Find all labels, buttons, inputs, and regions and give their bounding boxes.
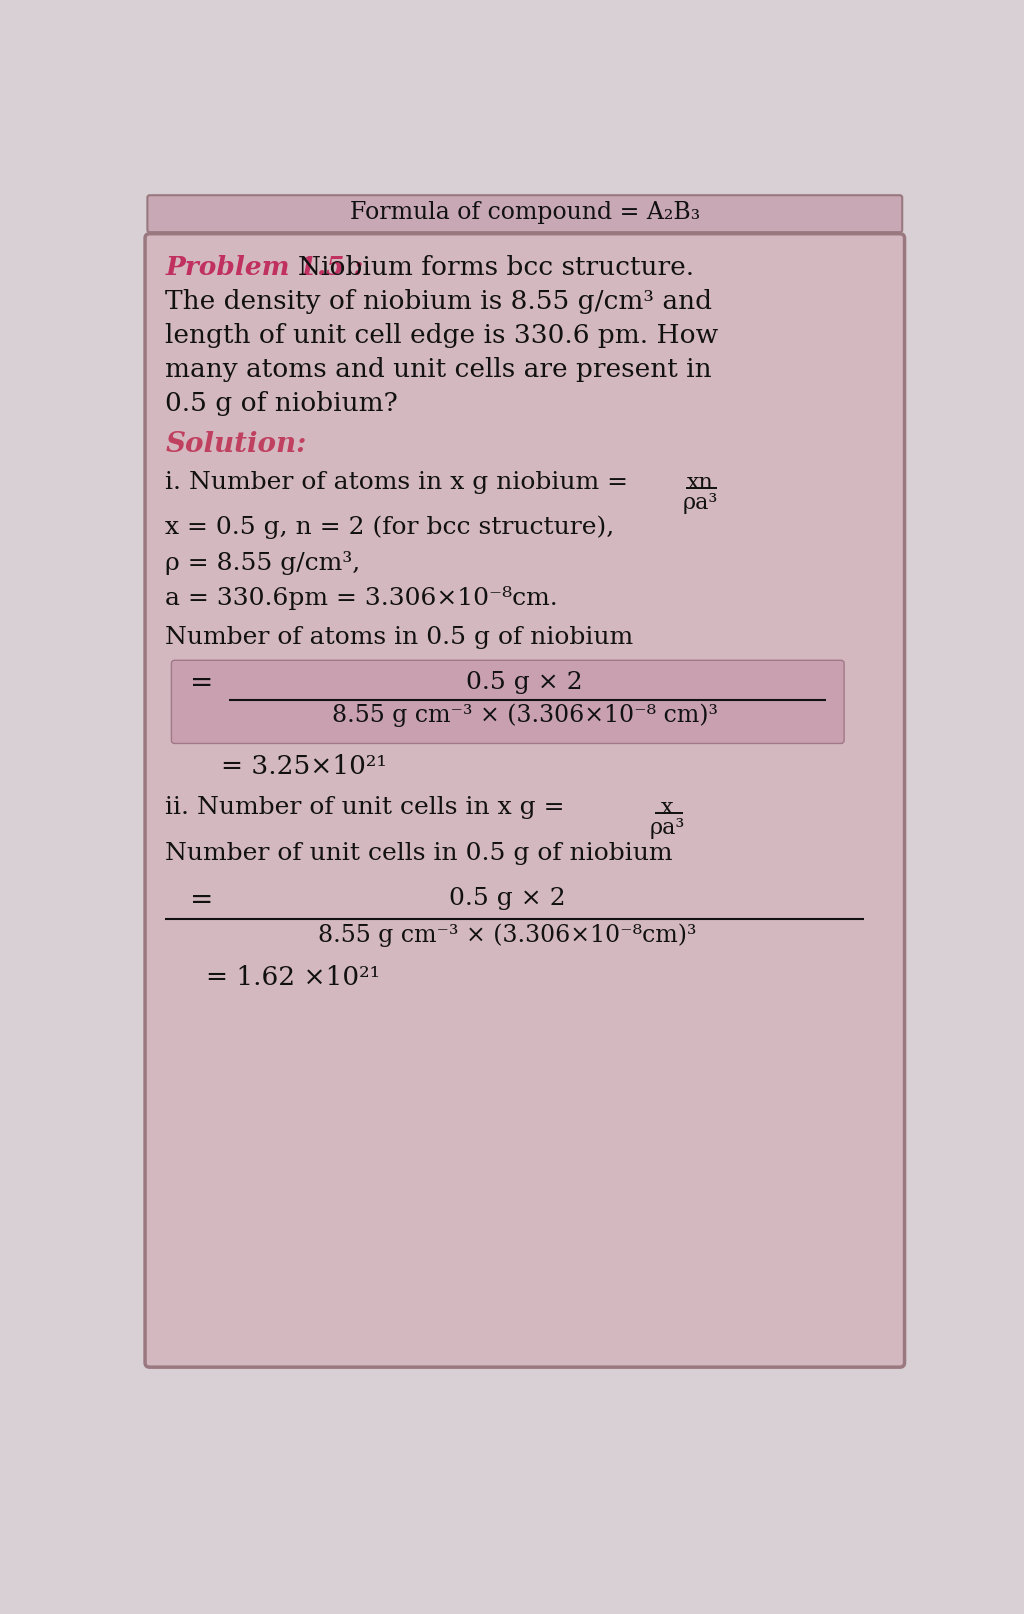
Text: =: = — [190, 886, 213, 914]
Text: The density of niobium is 8.55 g/cm³ and: The density of niobium is 8.55 g/cm³ and — [165, 289, 713, 315]
Text: Problem 1.5 :: Problem 1.5 : — [165, 255, 364, 281]
Text: Niobium forms bcc structure.: Niobium forms bcc structure. — [299, 255, 694, 281]
Text: ρa³: ρa³ — [682, 492, 718, 515]
Text: Solution:: Solution: — [165, 431, 306, 458]
Text: 0.5 g of niobium?: 0.5 g of niobium? — [165, 391, 398, 416]
Text: = 3.25×10²¹: = 3.25×10²¹ — [221, 754, 387, 780]
Text: x: x — [662, 797, 674, 820]
Text: 8.55 g cm⁻³ × (3.306×10⁻⁸cm)³: 8.55 g cm⁻³ × (3.306×10⁻⁸cm)³ — [318, 923, 697, 947]
Text: length of unit cell edge is 330.6 pm. How: length of unit cell edge is 330.6 pm. Ho… — [165, 323, 719, 349]
Text: xn: xn — [686, 473, 714, 494]
FancyBboxPatch shape — [147, 195, 902, 232]
Text: 0.5 g × 2: 0.5 g × 2 — [467, 671, 583, 694]
Text: 8.55 g cm⁻³ × (3.306×10⁻⁸ cm)³: 8.55 g cm⁻³ × (3.306×10⁻⁸ cm)³ — [332, 704, 718, 726]
Text: ii. Number of unit cells in x g =: ii. Number of unit cells in x g = — [165, 796, 572, 818]
Text: ρa³: ρa³ — [649, 817, 685, 839]
Text: i. Number of atoms in x g niobium =: i. Number of atoms in x g niobium = — [165, 471, 636, 494]
Text: Number of unit cells in 0.5 g of niobium: Number of unit cells in 0.5 g of niobium — [165, 843, 673, 865]
FancyBboxPatch shape — [145, 234, 904, 1367]
Text: ρ = 8.55 g/cm³,: ρ = 8.55 g/cm³, — [165, 550, 360, 575]
Text: 0.5 g × 2: 0.5 g × 2 — [450, 886, 566, 910]
Text: =: = — [190, 670, 213, 697]
FancyBboxPatch shape — [171, 660, 844, 744]
Text: Number of atoms in 0.5 g of niobium: Number of atoms in 0.5 g of niobium — [165, 626, 633, 649]
Text: a = 330.6pm = 3.306×10⁻⁸cm.: a = 330.6pm = 3.306×10⁻⁸cm. — [165, 586, 558, 610]
Text: = 1.62 ×10²¹: = 1.62 ×10²¹ — [206, 965, 380, 991]
Text: many atoms and unit cells are present in: many atoms and unit cells are present in — [165, 357, 712, 383]
Text: x = 0.5 g, n = 2 (for bcc structure),: x = 0.5 g, n = 2 (for bcc structure), — [165, 515, 614, 539]
Text: Formula of compound = A₂B₃: Formula of compound = A₂B₃ — [349, 202, 700, 224]
